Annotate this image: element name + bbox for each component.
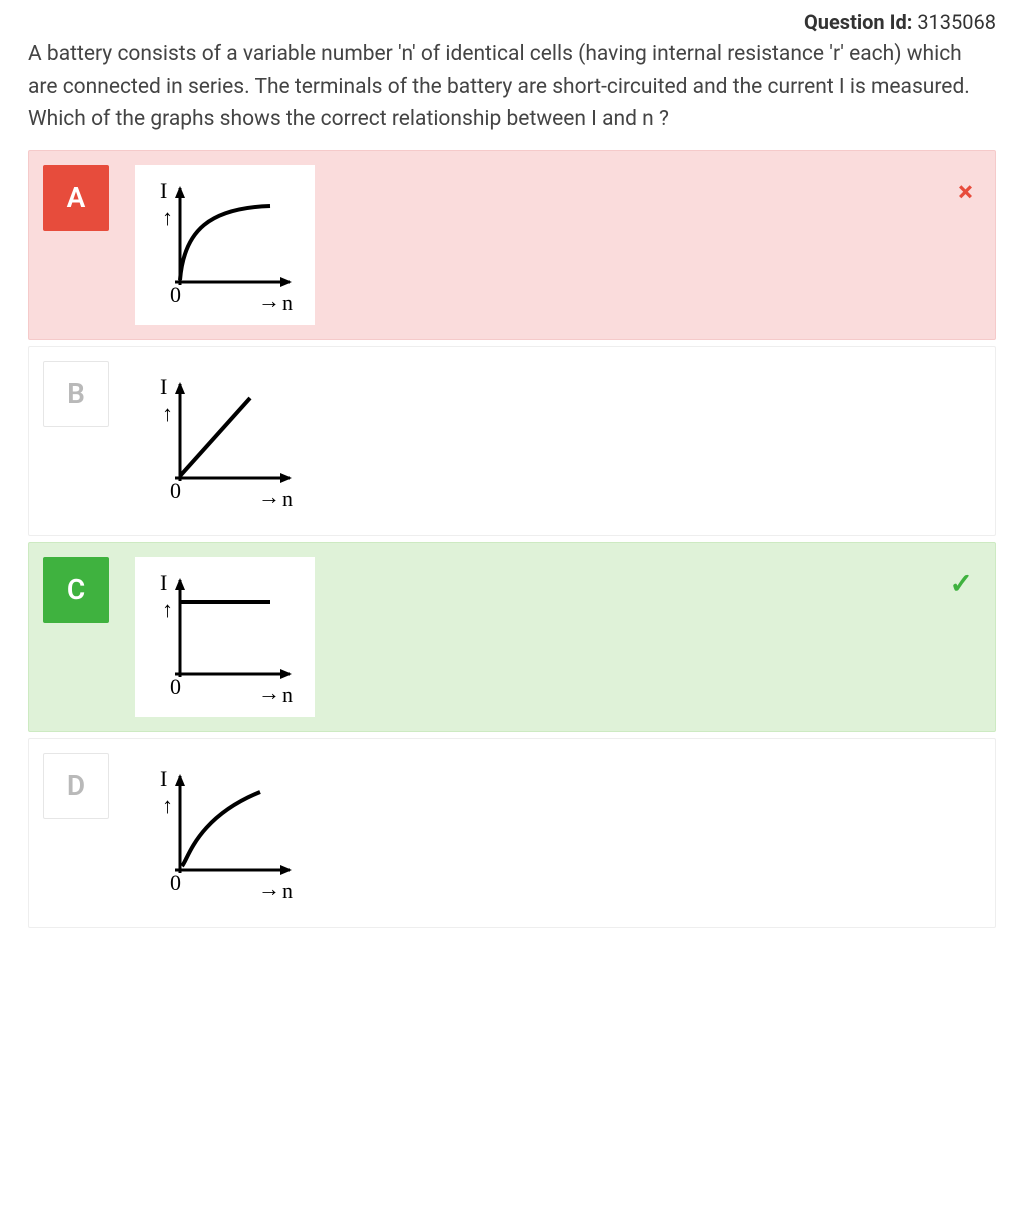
svg-text:→: → bbox=[258, 484, 280, 509]
svg-text:I: I bbox=[160, 374, 167, 399]
svg-text:n: n bbox=[282, 486, 293, 511]
curve-b bbox=[180, 398, 250, 476]
question-id-label: Question Id: bbox=[804, 10, 912, 34]
option-c[interactable]: C I ↑ 0 → n ✓ bbox=[28, 542, 996, 732]
svg-text:I: I bbox=[160, 570, 167, 595]
option-c-graph: I ↑ 0 → n bbox=[135, 557, 315, 717]
svg-text:→: → bbox=[258, 680, 280, 705]
curve-a bbox=[180, 206, 270, 280]
option-d-graph: I ↑ 0 → n bbox=[135, 753, 315, 913]
axis-x-label: n bbox=[282, 290, 293, 315]
incorrect-mark-icon: × bbox=[958, 175, 973, 208]
correct-mark-icon: ✓ bbox=[950, 567, 973, 600]
option-a-letter: A bbox=[43, 165, 109, 231]
svg-text:↑: ↑ bbox=[162, 597, 173, 622]
option-a[interactable]: A I ↑ bbox=[28, 150, 996, 340]
question-text: A battery consists of a variable number … bbox=[28, 38, 996, 136]
svg-text:0: 0 bbox=[170, 478, 181, 503]
svg-text:→: → bbox=[258, 288, 280, 313]
svg-text:I: I bbox=[160, 766, 167, 791]
question-id: Question Id: 3135068 bbox=[28, 10, 996, 34]
svg-text:0: 0 bbox=[170, 674, 181, 699]
svg-text:n: n bbox=[282, 878, 293, 903]
option-d[interactable]: D I ↑ 0 → n bbox=[28, 738, 996, 928]
options-list: A I ↑ bbox=[28, 150, 996, 928]
svg-text:↑: ↑ bbox=[162, 205, 173, 230]
option-b[interactable]: B I ↑ 0 → n bbox=[28, 346, 996, 536]
svg-text:→: → bbox=[258, 876, 280, 901]
curve-d bbox=[182, 792, 260, 866]
svg-text:↑: ↑ bbox=[162, 401, 173, 426]
question-card: Question Id: 3135068 A battery consists … bbox=[0, 0, 1024, 938]
option-c-letter: C bbox=[43, 557, 109, 623]
axis-y-label: I bbox=[160, 178, 167, 203]
axis-origin-label: 0 bbox=[170, 282, 181, 307]
question-id-value: 3135068 bbox=[917, 10, 996, 34]
option-d-letter: D bbox=[43, 753, 109, 819]
svg-text:↑: ↑ bbox=[162, 793, 173, 818]
option-a-graph: I ↑ 0 → n bbox=[135, 165, 315, 325]
option-b-graph: I ↑ 0 → n bbox=[135, 361, 315, 521]
option-b-letter: B bbox=[43, 361, 109, 427]
svg-text:0: 0 bbox=[170, 870, 181, 895]
svg-text:n: n bbox=[282, 682, 293, 707]
